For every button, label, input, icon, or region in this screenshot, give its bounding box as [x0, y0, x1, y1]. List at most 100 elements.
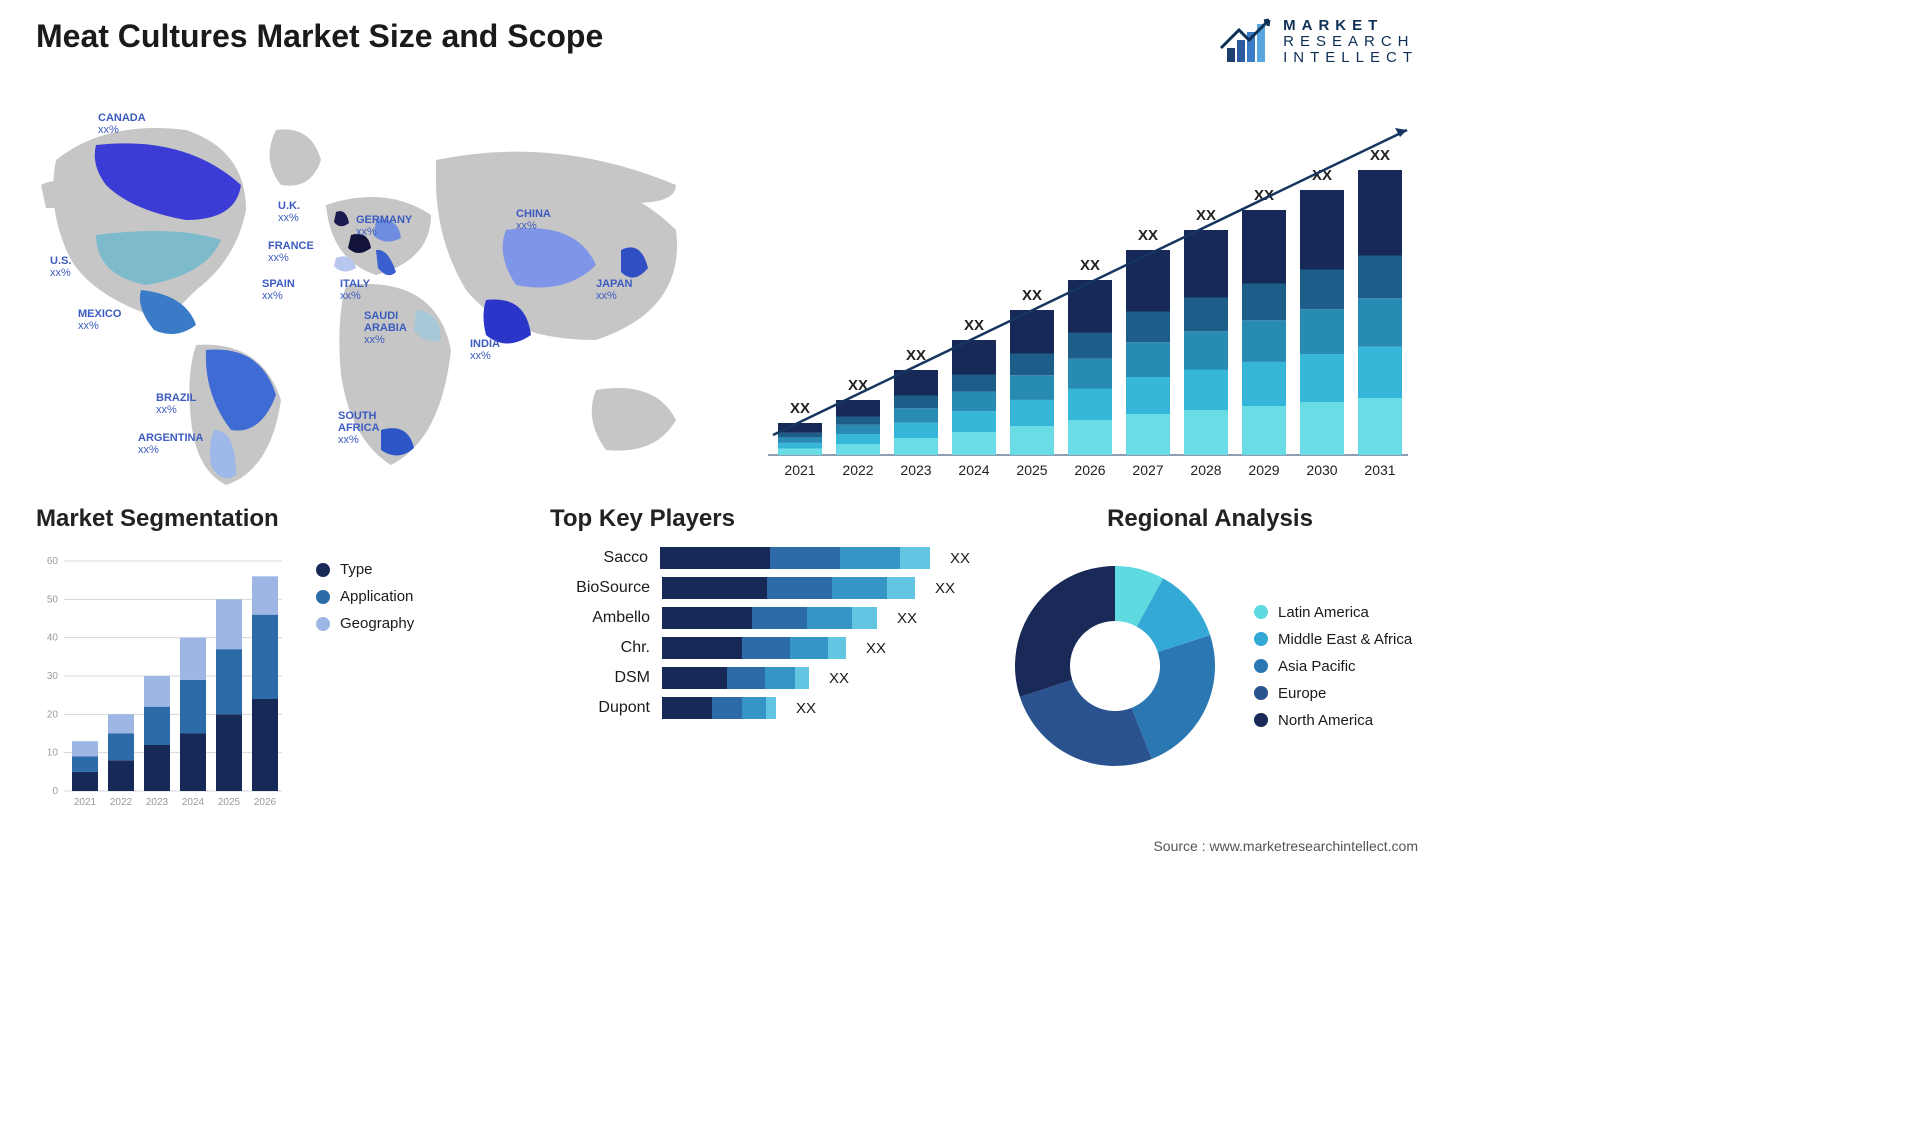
trend-chart-svg: XX2021XX2022XX2023XX2024XX2025XX2026XX20… — [758, 90, 1418, 485]
region-legend-item: Latin America — [1254, 604, 1412, 621]
svg-text:2023: 2023 — [146, 797, 169, 808]
player-bar-seg — [742, 637, 790, 659]
player-row: DupontXX — [550, 697, 970, 719]
map-label-france: FRANCExx% — [268, 240, 314, 264]
player-value: XX — [829, 670, 849, 687]
region-legend-item: North America — [1254, 712, 1412, 729]
player-bar-seg — [790, 637, 828, 659]
player-bar-seg — [662, 667, 727, 689]
logo-line3: INTELLECT — [1283, 50, 1418, 66]
player-name: Sacco — [550, 549, 648, 567]
swatch-icon — [316, 590, 330, 604]
svg-text:2022: 2022 — [842, 462, 873, 478]
map-label-us: U.S.xx% — [50, 255, 71, 279]
region-legend-label: Latin America — [1278, 604, 1369, 621]
source-text: Source : www.marketresearchintellect.com — [1153, 838, 1418, 854]
trend-chart: XX2021XX2022XX2023XX2024XX2025XX2026XX20… — [758, 90, 1418, 485]
svg-text:2028: 2028 — [1190, 462, 1221, 478]
regional-legend: Latin America Middle East & Africa Asia Pa… — [1254, 594, 1412, 739]
seg-legend-item: Application — [316, 588, 414, 605]
player-bar-seg — [900, 547, 930, 569]
player-bar-seg — [662, 607, 752, 629]
svg-text:2022: 2022 — [110, 797, 133, 808]
brand-logo: MARKET RESEARCH INTELLECT — [1219, 18, 1418, 66]
player-name: Ambello — [550, 609, 650, 627]
svg-text:40: 40 — [47, 633, 59, 644]
map-label-saudi: SAUDIARABIAxx% — [364, 310, 407, 346]
map-label-germany: GERMANYxx% — [356, 214, 412, 238]
swatch-icon — [1254, 686, 1268, 700]
map-label-spain: SPAINxx% — [262, 278, 295, 302]
regional-donut — [1000, 551, 1230, 781]
svg-text:XX: XX — [1080, 257, 1100, 274]
regional-heading: Regional Analysis — [1000, 505, 1420, 533]
player-bar — [662, 637, 846, 659]
segmentation-legend: Type Application Geography — [316, 551, 414, 642]
svg-text:XX: XX — [1196, 207, 1216, 224]
swatch-icon — [316, 563, 330, 577]
svg-text:XX: XX — [1022, 287, 1042, 304]
player-bar-seg — [752, 607, 807, 629]
player-row: DSMXX — [550, 667, 970, 689]
region-legend-label: Middle East & Africa — [1278, 631, 1412, 648]
map-label-uk: U.K.xx% — [278, 200, 300, 224]
region-legend-label: Asia Pacific — [1278, 658, 1356, 675]
player-bar — [662, 667, 809, 689]
player-bar-seg — [742, 697, 766, 719]
svg-text:60: 60 — [47, 556, 59, 567]
region-legend-item: Middle East & Africa — [1254, 631, 1412, 648]
player-value: XX — [935, 580, 955, 597]
player-bar-seg — [660, 547, 770, 569]
player-value: XX — [950, 550, 970, 567]
seg-legend-label: Geography — [340, 615, 414, 632]
player-bar — [662, 577, 915, 599]
seg-legend-item: Type — [316, 561, 414, 578]
player-bar — [662, 607, 877, 629]
svg-text:2025: 2025 — [1016, 462, 1047, 478]
svg-text:50: 50 — [47, 594, 59, 605]
player-bar-seg — [770, 547, 840, 569]
region-legend-item: Asia Pacific — [1254, 658, 1412, 675]
region-legend-label: Europe — [1278, 685, 1326, 702]
world-map: CANADAxx%U.S.xx%MEXICOxx%BRAZILxx%ARGENT… — [36, 90, 716, 490]
player-bar-seg — [766, 697, 776, 719]
regional-section: Regional Analysis Latin America Middle Ea… — [1000, 505, 1420, 781]
swatch-icon — [316, 617, 330, 631]
player-bar-seg — [662, 577, 767, 599]
logo-line1: MARKET — [1283, 17, 1383, 34]
segmentation-section: Market Segmentation 01020304050602021202… — [36, 505, 476, 811]
player-bar — [662, 697, 776, 719]
map-label-mexico: MEXICOxx% — [78, 308, 121, 332]
svg-text:2026: 2026 — [254, 797, 277, 808]
page-title: Meat Cultures Market Size and Scope — [36, 18, 603, 55]
swatch-icon — [1254, 713, 1268, 727]
player-value: XX — [866, 640, 886, 657]
svg-text:2024: 2024 — [182, 797, 205, 808]
segmentation-chart: 0102030405060202120222023202420252026 — [36, 551, 286, 811]
player-bar-seg — [828, 637, 846, 659]
swatch-icon — [1254, 605, 1268, 619]
map-label-safrica: SOUTHAFRICAxx% — [338, 410, 380, 446]
player-row: Ambello XX — [550, 607, 970, 629]
player-name: Dupont — [550, 699, 650, 717]
player-bar-seg — [662, 637, 742, 659]
svg-text:20: 20 — [47, 709, 59, 720]
logo-line2: RESEARCH — [1283, 34, 1418, 50]
svg-text:XX: XX — [1370, 147, 1390, 164]
svg-text:30: 30 — [47, 671, 59, 682]
player-bar — [660, 547, 930, 569]
svg-text:XX: XX — [790, 400, 810, 417]
player-row: Sacco XX — [550, 547, 970, 569]
svg-text:2025: 2025 — [218, 797, 241, 808]
svg-text:2031: 2031 — [1364, 462, 1395, 478]
logo-mark-icon — [1219, 18, 1275, 66]
svg-text:2030: 2030 — [1306, 462, 1337, 478]
player-bar-seg — [807, 607, 852, 629]
region-legend-label: North America — [1278, 712, 1373, 729]
region-legend-item: Europe — [1254, 685, 1412, 702]
logo-text: MARKET RESEARCH INTELLECT — [1283, 18, 1418, 65]
players-section: Top Key Players SaccoXXBioSourceXXAmbell… — [550, 505, 970, 727]
player-bar-seg — [832, 577, 887, 599]
map-label-india: INDIAxx% — [470, 338, 500, 362]
player-value: XX — [897, 610, 917, 627]
